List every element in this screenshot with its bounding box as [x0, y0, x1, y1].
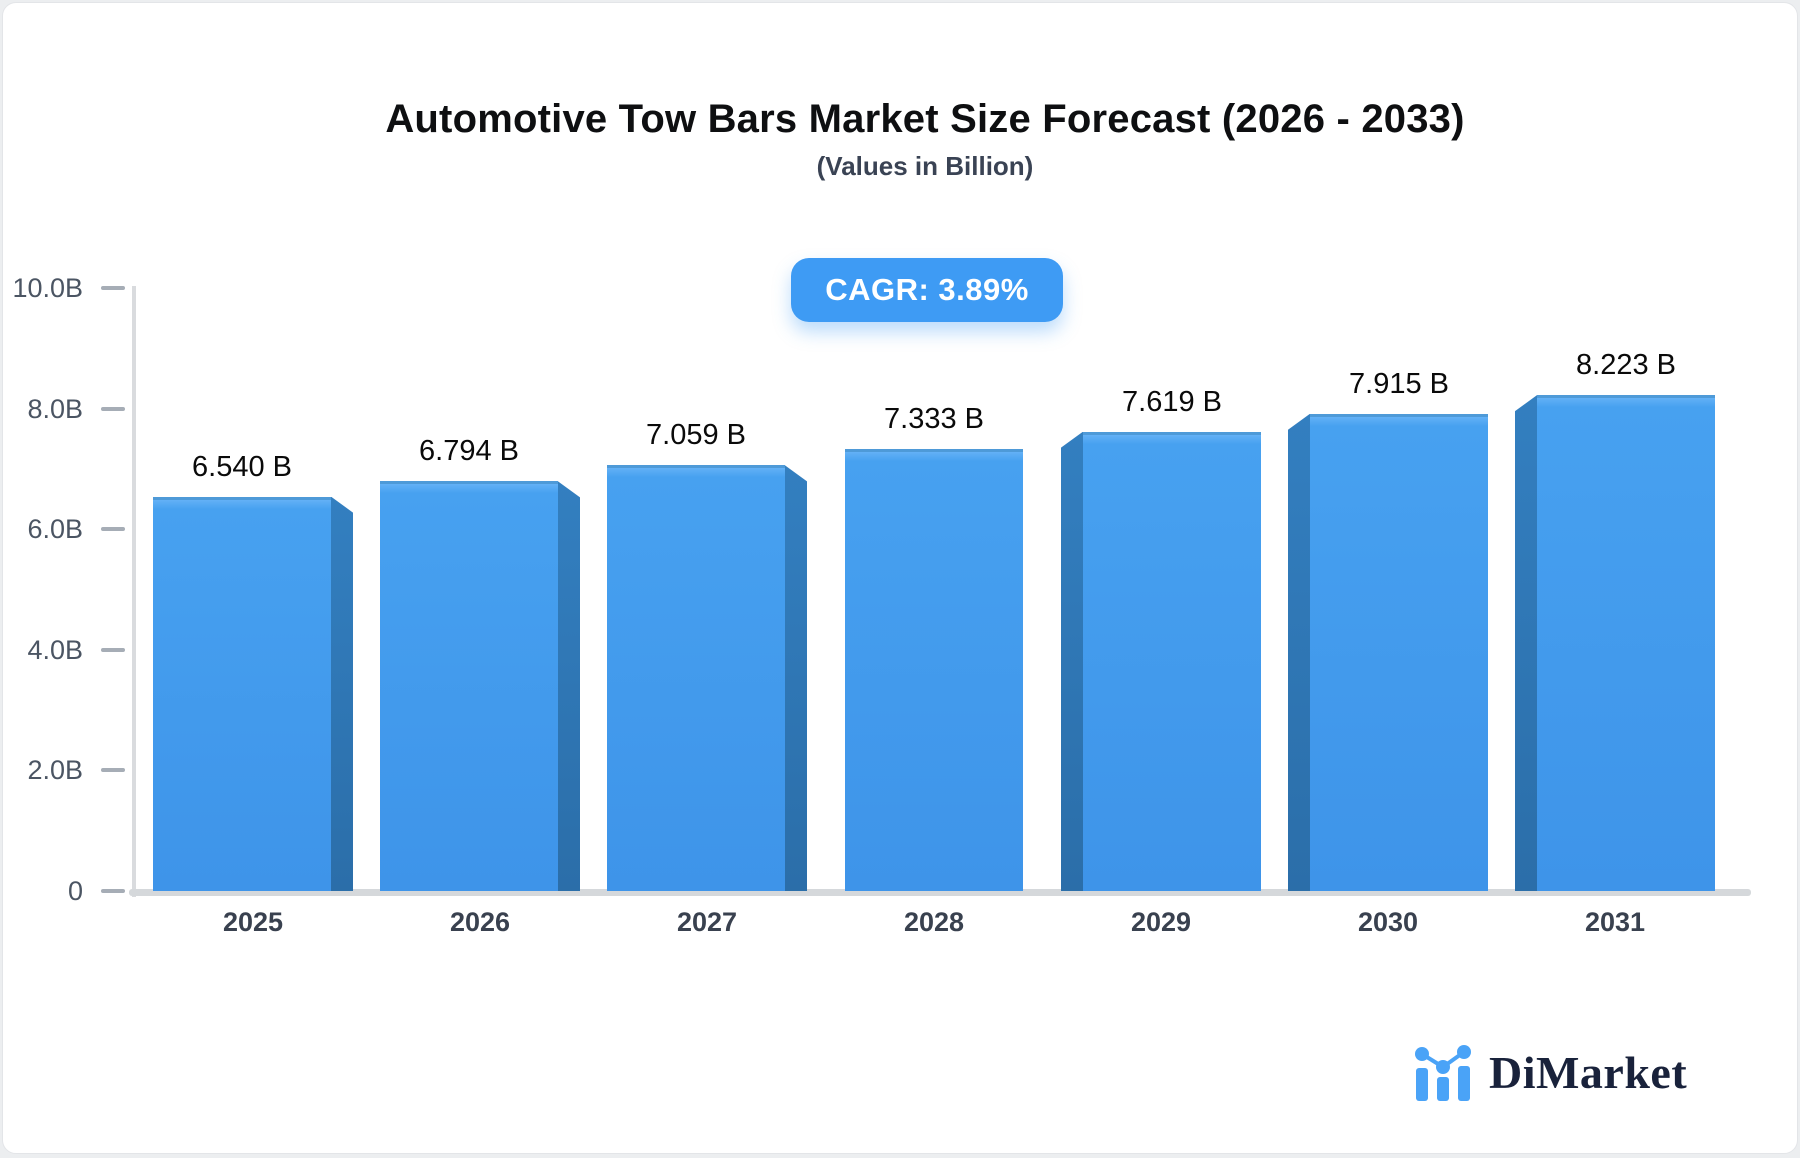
y-axis-tick-label: 10.0B — [12, 273, 83, 303]
bar-value-label: 7.059 B — [646, 419, 746, 452]
bar-2027-side-face — [785, 465, 807, 891]
y-axis-line — [132, 286, 136, 897]
bar-2030 — [1310, 413, 1488, 891]
y-axis-tick-mark — [101, 406, 125, 411]
y-axis-tick-label: 8.0B — [27, 393, 83, 424]
y-axis-tick-mark — [101, 286, 125, 290]
x-axis-year-label: 2026 — [449, 907, 511, 937]
bar-2031 — [1537, 395, 1715, 891]
x-axis-year-label: 2025 — [222, 907, 284, 937]
bar-value-label: 7.915 B — [1349, 367, 1449, 400]
bar-2028 — [845, 448, 1023, 891]
mini-bar-chart-icon — [1415, 1045, 1471, 1101]
y-axis-tick-label: 2.0B — [27, 755, 83, 786]
brand-logo: DiMarket — [1411, 1043, 1687, 1101]
y-axis-tick-mark — [101, 527, 125, 532]
y-axis-tick-mark — [101, 768, 125, 773]
bar-2027 — [607, 465, 785, 891]
x-axis-year-label: 2029 — [1130, 907, 1192, 937]
bar-value-label: 7.333 B — [884, 402, 984, 435]
y-axis-tick-label: 4.0B — [27, 634, 83, 665]
bar-value-label: 6.540 B — [192, 450, 292, 483]
bar-2026-side-face — [558, 481, 580, 891]
bar-2030-side-face — [1288, 413, 1310, 891]
y-axis-tick-mark — [101, 889, 125, 893]
bar-2029-side-face — [1061, 431, 1083, 891]
bar-2025 — [153, 496, 331, 891]
chart-title: Automotive Tow Bars Market Size Forecast… — [385, 97, 1465, 141]
y-axis-tick-label: 0 — [67, 876, 83, 906]
brand-name: DiMarket — [1489, 1046, 1688, 1098]
y-axis-tick-label: 6.0B — [27, 514, 83, 545]
x-axis-year-label: 2030 — [1357, 907, 1419, 937]
bar-2026 — [380, 481, 558, 891]
x-axis-year-label: 2027 — [676, 907, 738, 937]
bar-value-label: 6.794 B — [419, 435, 519, 468]
y-axis-tick-mark — [101, 647, 125, 652]
x-axis-year-label: 2028 — [903, 907, 965, 937]
bar-2029 — [1083, 431, 1261, 891]
cagr-badge: CAGR: 3.89% — [791, 258, 1063, 322]
bar-value-label: 8.223 B — [1576, 349, 1676, 382]
x-axis-year-label: 2031 — [1584, 907, 1646, 937]
bar-2025-side-face — [331, 496, 353, 891]
bar-2031-side-face — [1515, 395, 1537, 891]
x-axis-line — [129, 889, 1751, 896]
chart-subtitle: (Values in Billion) — [816, 151, 1034, 181]
bar-value-label: 7.619 B — [1122, 385, 1222, 418]
